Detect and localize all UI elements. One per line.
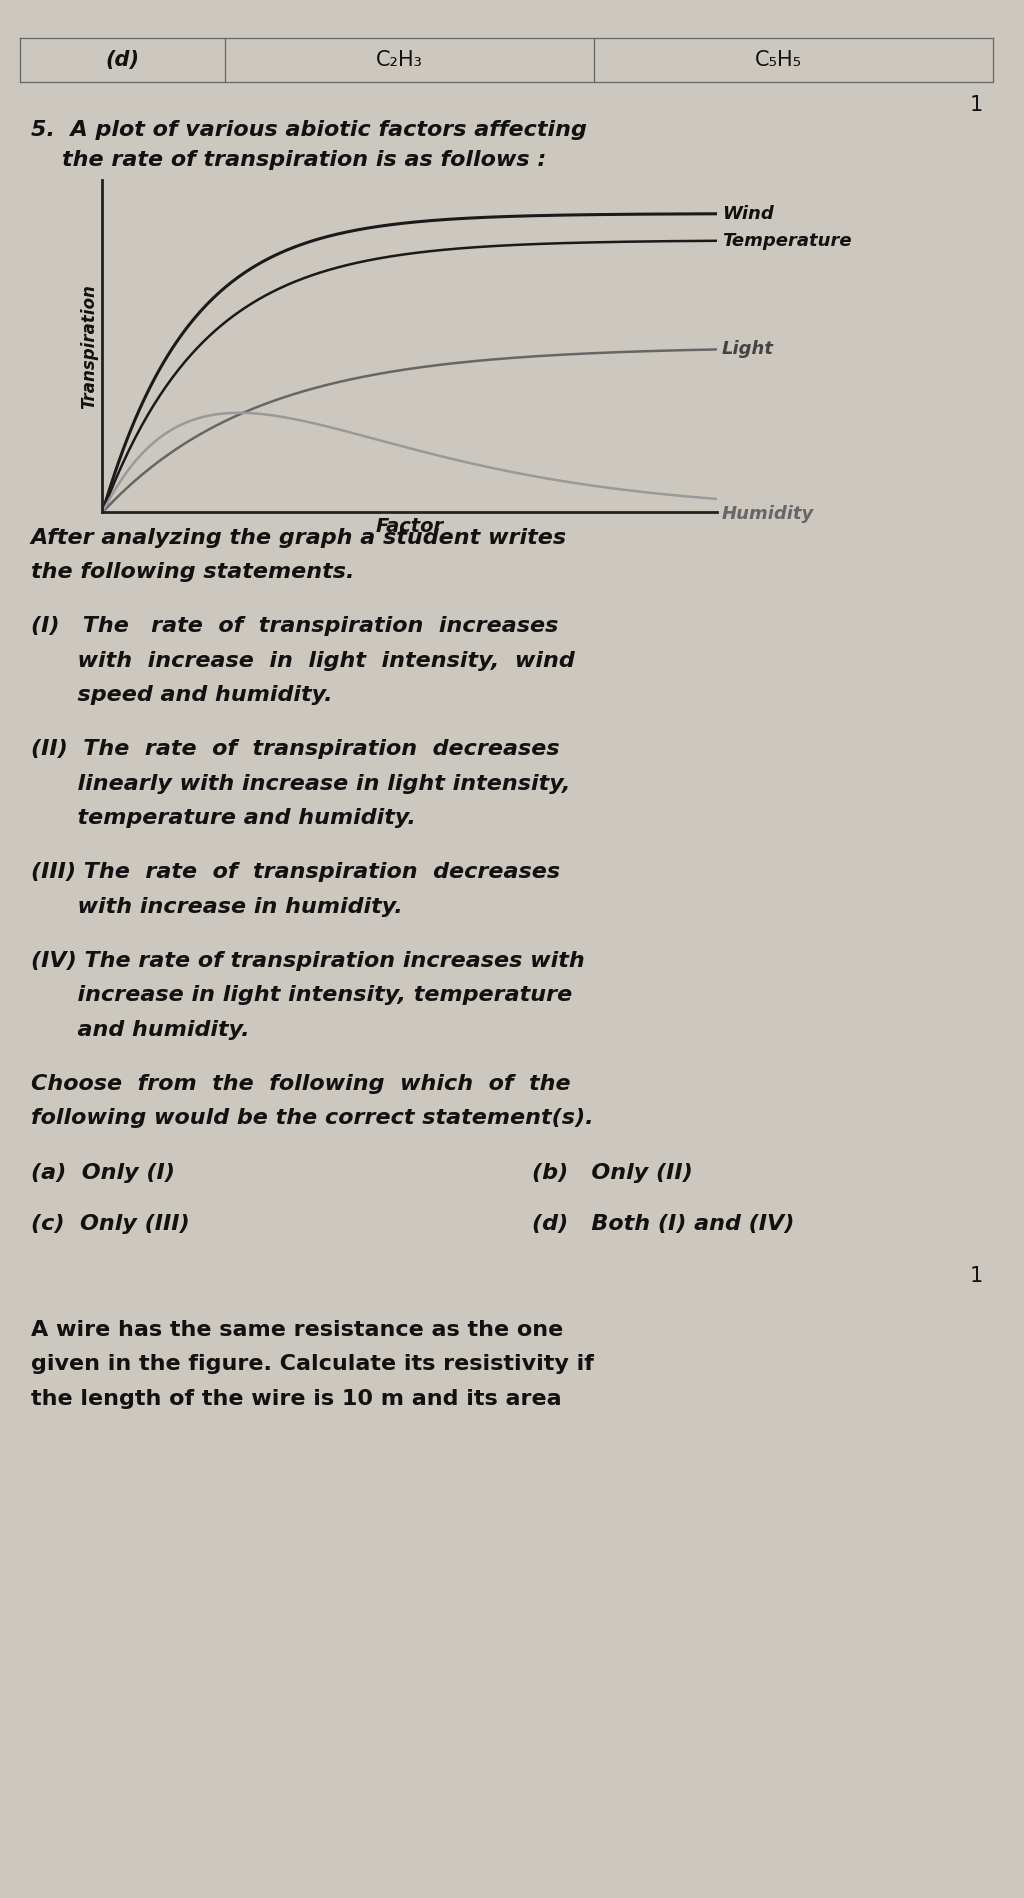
Text: C₂H₃: C₂H₃	[376, 49, 423, 70]
Text: (b)   Only (II): (b) Only (II)	[532, 1163, 693, 1182]
Text: (I)   The rate  of  transpiration  increases: (I) The rate of transpiration increases	[31, 617, 558, 636]
Text: 1: 1	[970, 95, 983, 116]
Text: Light: Light	[722, 340, 774, 359]
Text: and humidity.: and humidity.	[31, 1019, 250, 1040]
Text: linearly with increase in light intensity,: linearly with increase in light intensit…	[31, 774, 570, 793]
Text: 1: 1	[970, 1266, 983, 1285]
Text: C₅H₅: C₅H₅	[755, 49, 802, 70]
Text: increase in light intensity, temperature: increase in light intensity, temperature	[31, 985, 572, 1006]
Text: (a)  Only (I): (a) Only (I)	[31, 1163, 175, 1182]
Text: (d): (d)	[105, 49, 140, 70]
Text: Temperature: Temperature	[722, 232, 852, 251]
Y-axis label: Transpiration: Transpiration	[80, 285, 98, 408]
Text: A wire has the same resistance as the one: A wire has the same resistance as the on…	[31, 1321, 563, 1340]
Text: speed and humidity.: speed and humidity.	[31, 685, 333, 704]
Text: Wind: Wind	[722, 205, 774, 222]
Text: given in the figure. Calculate its resistivity if: given in the figure. Calculate its resis…	[31, 1355, 594, 1374]
Text: the following statements.: the following statements.	[31, 562, 354, 583]
Text: (c)  Only (III): (c) Only (III)	[31, 1215, 189, 1234]
X-axis label: Factor: Factor	[376, 516, 443, 535]
Text: the rate of transpiration is as follows :: the rate of transpiration is as follows …	[31, 150, 546, 171]
Text: Choose  from  the  following  which  of  the: Choose from the following which of the	[31, 1074, 570, 1095]
Text: temperature and humidity.: temperature and humidity.	[31, 809, 416, 828]
Text: following would be the correct statement(s).: following would be the correct statement…	[31, 1108, 593, 1129]
Text: the length of the wire is 10 m and its area: the length of the wire is 10 m and its a…	[31, 1389, 561, 1408]
Text: 5.  A plot of various abiotic factors affecting: 5. A plot of various abiotic factors aff…	[31, 120, 587, 140]
Text: After analyzing the graph a student writes: After analyzing the graph a student writ…	[31, 528, 567, 549]
Text: with  increase  in  light  intensity,  wind: with increase in light intensity, wind	[31, 651, 574, 670]
Text: (III) The  rate  of  transpiration  decreases: (III) The rate of transpiration decrease…	[31, 862, 560, 883]
Text: (II)  The  rate  of  transpiration  decreases: (II) The rate of transpiration decreases	[31, 740, 559, 759]
Text: Humidity: Humidity	[722, 505, 814, 524]
Text: (IV) The rate of transpiration increases with: (IV) The rate of transpiration increases…	[31, 951, 585, 972]
Text: (d)   Both (I) and (IV): (d) Both (I) and (IV)	[532, 1215, 795, 1234]
Text: with increase in humidity.: with increase in humidity.	[31, 896, 402, 917]
